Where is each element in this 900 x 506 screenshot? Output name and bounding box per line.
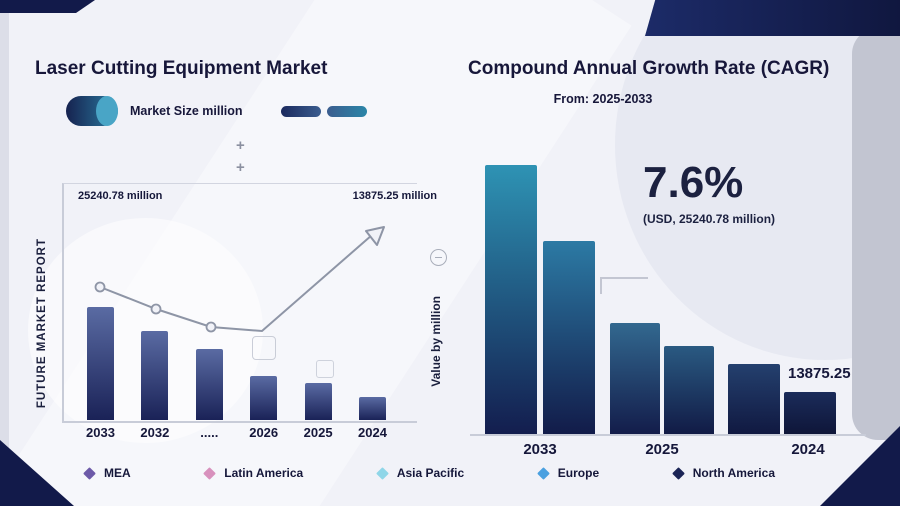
- left-chart-x-label: 2032: [140, 425, 170, 440]
- ghost-square-icon: [316, 360, 334, 378]
- left-chart-x-label: 2025: [303, 425, 333, 440]
- right-chart-x-label: 2024: [791, 441, 825, 458]
- left-chart-bar: [250, 376, 278, 420]
- left-chart-bar: [195, 349, 223, 420]
- left-chart-x-label: 2033: [86, 425, 115, 440]
- left-chart-x-label: 2024: [358, 425, 387, 440]
- left-chart-bar: [304, 383, 332, 420]
- right-chart-bar: [485, 165, 537, 435]
- right-chart-bar: [728, 364, 780, 435]
- legend-diamond-icon: [536, 466, 550, 480]
- legend-label: North America: [692, 466, 775, 480]
- left-chart-annotation-min: 13875.25 million: [352, 190, 437, 202]
- legend-item: MEA: [83, 466, 131, 480]
- bottom-legend: MEA Latin America Asia Pacific Europe North …: [83, 466, 775, 480]
- legend-item: Europe: [536, 466, 600, 480]
- market-size-legend: Market Size million: [66, 96, 367, 126]
- circle-minus-icon: [430, 249, 447, 266]
- legend-diamond-icon: [83, 466, 96, 480]
- value-axis-label: Value by million: [429, 296, 443, 387]
- legend-item: North America: [671, 466, 775, 480]
- right-chart-x-label: 2025: [645, 441, 679, 458]
- left-chart-x-label: 2026: [249, 425, 279, 440]
- legend-label: MEA: [104, 466, 131, 480]
- right-chart-bar: [664, 346, 714, 435]
- cylinder-cap-icon: [96, 96, 118, 126]
- left-chart-annotation-max: 25240.78 million: [78, 190, 163, 202]
- plus-icon: +: [236, 159, 245, 176]
- legend-item: Latin America: [203, 466, 304, 480]
- legend-diamond-icon: [203, 466, 217, 480]
- left-chart-bar: [359, 397, 386, 420]
- left-chart-bar: [141, 331, 169, 420]
- legend-label: Latin America: [224, 466, 304, 480]
- left-chart-frame: [62, 183, 417, 423]
- right-chart-bar: [543, 241, 595, 435]
- legend-label: Europe: [557, 466, 600, 480]
- left-chart-x-label: .....: [200, 425, 219, 440]
- right-chart-bar: [784, 392, 836, 435]
- right-chart-x-label: 2033: [523, 441, 557, 458]
- gradient-pills-icon: [280, 105, 367, 117]
- right-chart-bar: [610, 323, 660, 435]
- right-gray-panel: [852, 28, 900, 440]
- page-title: Laser Cutting Equipment Market: [35, 58, 328, 79]
- corner-accent-top-right: [645, 0, 900, 36]
- plus-icon: +: [236, 137, 245, 154]
- cylinder-icon: [66, 96, 118, 126]
- left-chart-bar: [87, 307, 114, 420]
- cagr-detail: (USD, 25240.78 million): [643, 212, 776, 226]
- cagr-value: 7.6%: [643, 158, 744, 207]
- legend-diamond-icon: [671, 466, 685, 480]
- right-chart-baseline: [470, 434, 866, 436]
- cagr-title: Compound Annual Growth Rate (CAGR): [468, 58, 830, 79]
- legend-diamond-icon: [375, 466, 389, 480]
- legend-label: Asia Pacific: [396, 466, 465, 480]
- pill-icon: [326, 105, 367, 117]
- corner-accent-top-left: [0, 0, 95, 13]
- right-chart-annotation: 13875.25: [788, 365, 851, 382]
- market-size-label: Market Size million: [130, 104, 243, 118]
- legend-item: Asia Pacific: [375, 466, 465, 480]
- cagr-subtitle: From: 2025-2033: [553, 92, 653, 106]
- pill-icon: [280, 105, 321, 117]
- left-edge-strip: [0, 10, 9, 506]
- ghost-square-icon: [252, 336, 276, 360]
- bracket-decoration: [600, 277, 648, 294]
